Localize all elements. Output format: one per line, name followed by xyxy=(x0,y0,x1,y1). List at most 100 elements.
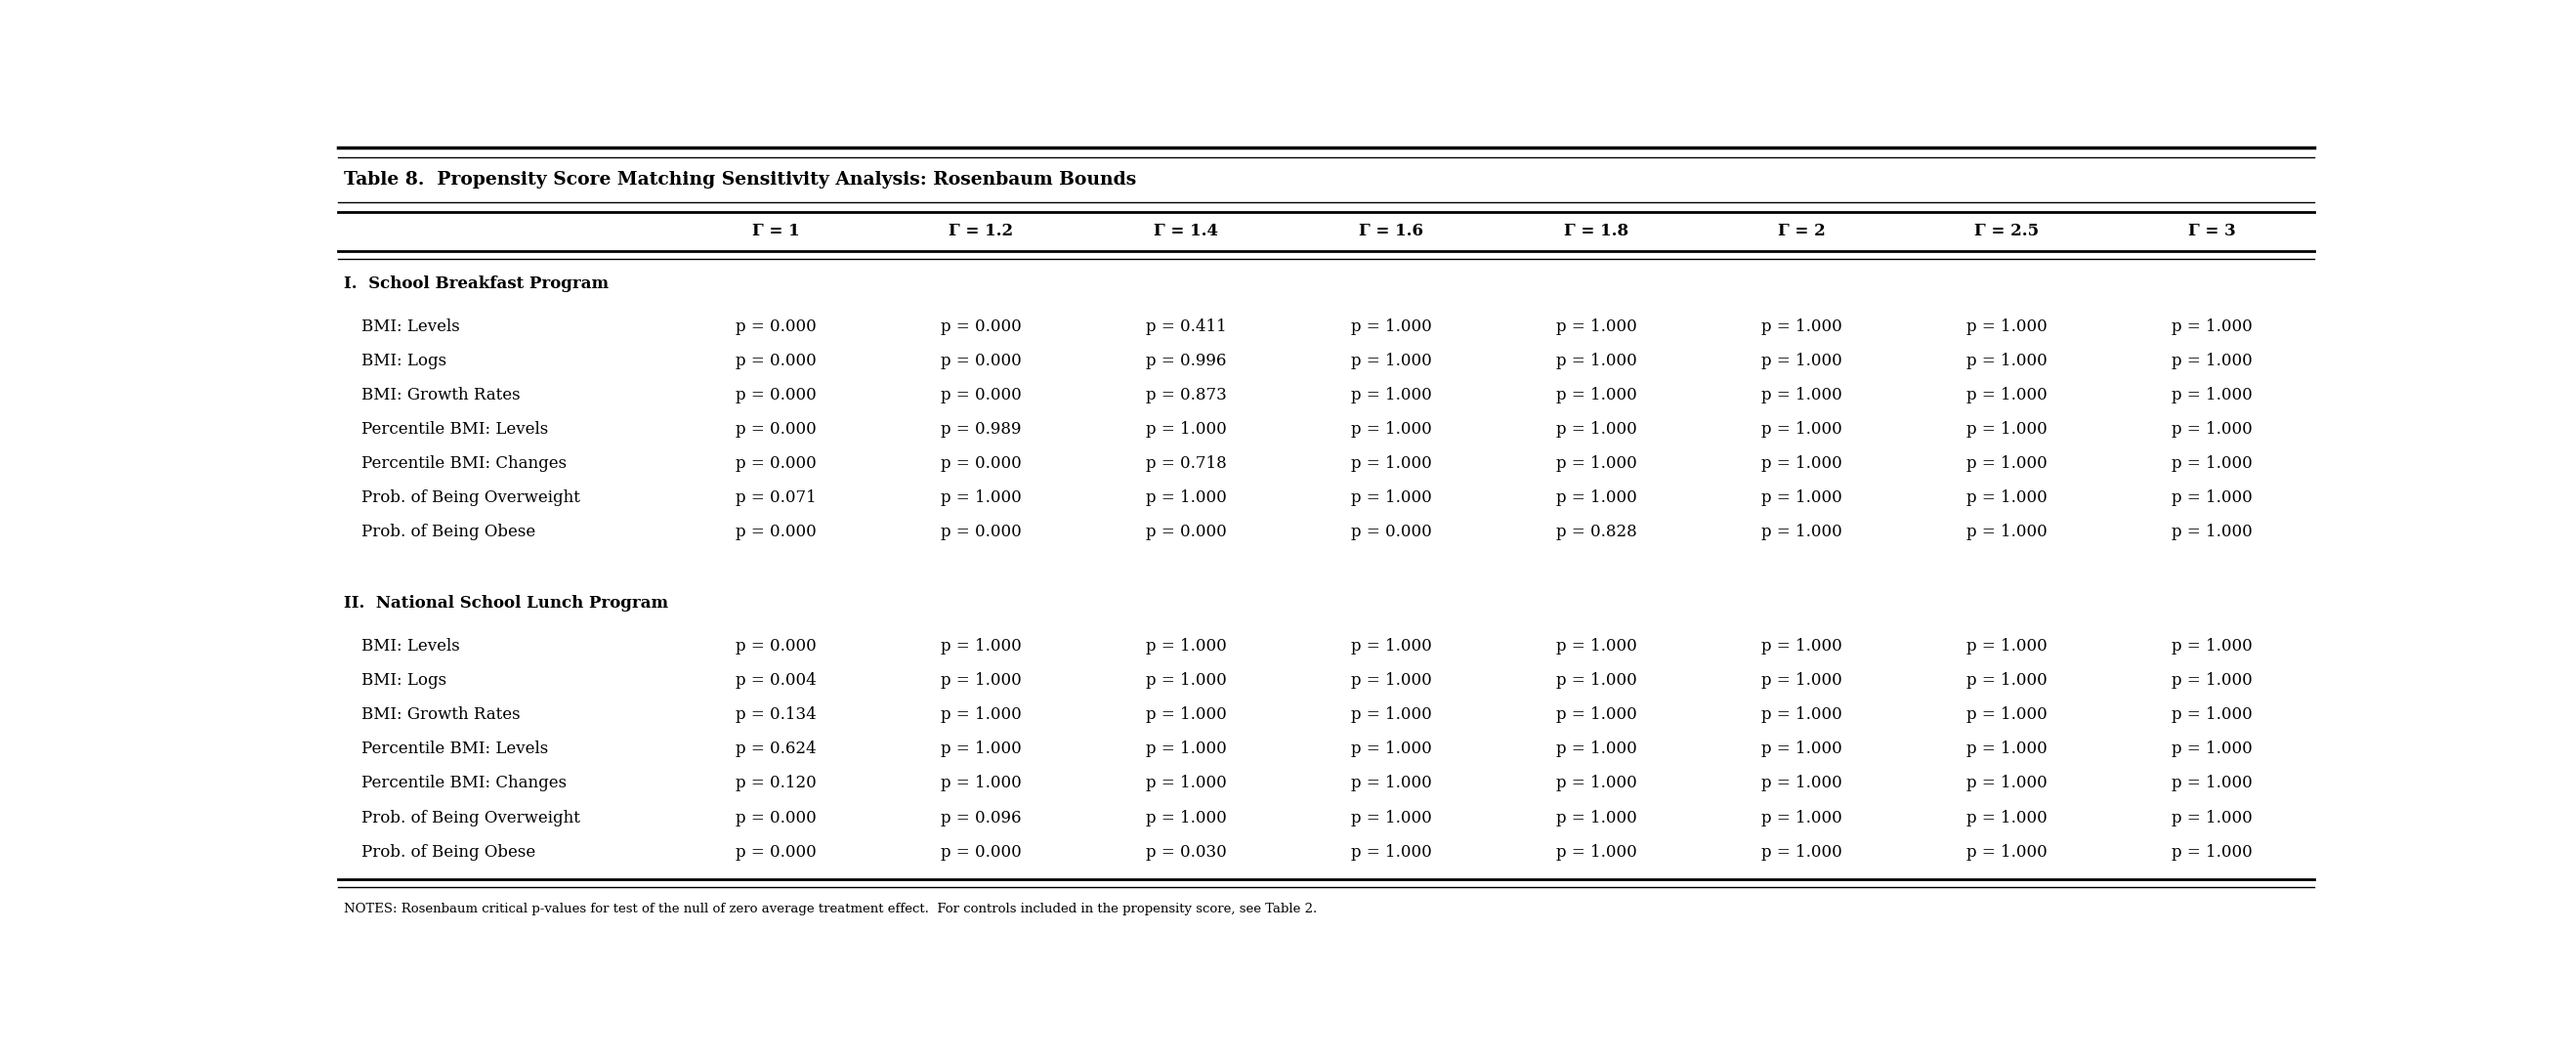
Text: p = 1.000: p = 1.000 xyxy=(1762,455,1842,472)
Text: p = 1.000: p = 1.000 xyxy=(1556,490,1636,506)
Text: Γ = 1.6: Γ = 1.6 xyxy=(1360,223,1425,239)
Text: p = 0.000: p = 0.000 xyxy=(737,455,817,472)
Text: p = 1.000: p = 1.000 xyxy=(2172,421,2251,438)
Text: Prob. of Being Overweight: Prob. of Being Overweight xyxy=(361,809,580,826)
Text: p = 0.828: p = 0.828 xyxy=(1556,524,1636,541)
Text: p = 1.000: p = 1.000 xyxy=(1965,319,2048,335)
Text: Percentile BMI: Changes: Percentile BMI: Changes xyxy=(361,455,567,472)
Text: p = 1.000: p = 1.000 xyxy=(1350,490,1432,506)
Text: p = 1.000: p = 1.000 xyxy=(1762,672,1842,689)
Text: p = 1.000: p = 1.000 xyxy=(1350,775,1432,792)
Text: p = 1.000: p = 1.000 xyxy=(1146,775,1226,792)
Text: p = 0.000: p = 0.000 xyxy=(940,524,1023,541)
Text: Γ = 3: Γ = 3 xyxy=(2187,223,2236,239)
Text: BMI: Levels: BMI: Levels xyxy=(361,639,461,654)
Text: p = 1.000: p = 1.000 xyxy=(2172,809,2251,826)
Text: p = 0.004: p = 0.004 xyxy=(737,672,817,689)
Text: BMI: Growth Rates: BMI: Growth Rates xyxy=(361,706,520,723)
Text: p = 1.000: p = 1.000 xyxy=(1556,639,1636,654)
Text: p = 1.000: p = 1.000 xyxy=(2172,844,2251,860)
Text: p = 1.000: p = 1.000 xyxy=(1146,421,1226,438)
Text: p = 1.000: p = 1.000 xyxy=(1965,706,2048,723)
Text: Γ = 1.4: Γ = 1.4 xyxy=(1154,223,1218,239)
Text: p = 0.000: p = 0.000 xyxy=(737,319,817,335)
Text: p = 1.000: p = 1.000 xyxy=(1556,353,1636,370)
Text: p = 1.000: p = 1.000 xyxy=(1350,844,1432,860)
Text: p = 1.000: p = 1.000 xyxy=(1762,639,1842,654)
Text: p = 0.000: p = 0.000 xyxy=(737,524,817,541)
Text: p = 1.000: p = 1.000 xyxy=(1965,672,2048,689)
Text: p = 1.000: p = 1.000 xyxy=(1556,844,1636,860)
Text: p = 1.000: p = 1.000 xyxy=(1556,421,1636,438)
Text: p = 1.000: p = 1.000 xyxy=(1350,319,1432,335)
Text: p = 0.000: p = 0.000 xyxy=(737,844,817,860)
Text: p = 1.000: p = 1.000 xyxy=(2172,741,2251,757)
Text: Γ = 1: Γ = 1 xyxy=(752,223,799,239)
Text: p = 1.000: p = 1.000 xyxy=(940,775,1023,792)
Text: p = 0.000: p = 0.000 xyxy=(940,319,1023,335)
Text: NOTES: Rosenbaum critical p-values for test of the null of zero average treatmen: NOTES: Rosenbaum critical p-values for t… xyxy=(345,903,1316,916)
Text: p = 0.096: p = 0.096 xyxy=(940,809,1020,826)
Text: p = 1.000: p = 1.000 xyxy=(1965,639,2048,654)
Text: p = 1.000: p = 1.000 xyxy=(1556,775,1636,792)
Text: p = 0.624: p = 0.624 xyxy=(737,741,817,757)
Text: p = 1.000: p = 1.000 xyxy=(1146,741,1226,757)
Text: BMI: Growth Rates: BMI: Growth Rates xyxy=(361,387,520,403)
Text: Γ = 2: Γ = 2 xyxy=(1777,223,1826,239)
Text: p = 1.000: p = 1.000 xyxy=(1762,319,1842,335)
Text: p = 1.000: p = 1.000 xyxy=(1556,387,1636,403)
Text: p = 0.873: p = 0.873 xyxy=(1146,387,1226,403)
Text: p = 1.000: p = 1.000 xyxy=(1965,455,2048,472)
Text: Γ = 1.8: Γ = 1.8 xyxy=(1564,223,1628,239)
Text: p = 1.000: p = 1.000 xyxy=(1762,353,1842,370)
Text: p = 1.000: p = 1.000 xyxy=(1965,741,2048,757)
Text: p = 0.000: p = 0.000 xyxy=(940,844,1023,860)
Text: Γ = 2.5: Γ = 2.5 xyxy=(1973,223,2040,239)
Text: p = 1.000: p = 1.000 xyxy=(1762,421,1842,438)
Text: II.  National School Lunch Program: II. National School Lunch Program xyxy=(345,595,667,612)
Text: p = 0.071: p = 0.071 xyxy=(737,490,817,506)
Text: Γ = 1.2: Γ = 1.2 xyxy=(948,223,1012,239)
Text: p = 1.000: p = 1.000 xyxy=(1556,809,1636,826)
Text: p = 1.000: p = 1.000 xyxy=(1350,672,1432,689)
Text: p = 0.411: p = 0.411 xyxy=(1146,319,1226,335)
Text: Prob. of Being Overweight: Prob. of Being Overweight xyxy=(361,490,580,506)
Text: Percentile BMI: Levels: Percentile BMI: Levels xyxy=(361,741,549,757)
Text: p = 1.000: p = 1.000 xyxy=(2172,319,2251,335)
Text: p = 1.000: p = 1.000 xyxy=(1350,741,1432,757)
Text: p = 1.000: p = 1.000 xyxy=(1146,706,1226,723)
Text: p = 0.996: p = 0.996 xyxy=(1146,353,1226,370)
Text: p = 1.000: p = 1.000 xyxy=(1146,672,1226,689)
Text: p = 0.718: p = 0.718 xyxy=(1146,455,1226,472)
Text: p = 1.000: p = 1.000 xyxy=(1762,809,1842,826)
Text: I.  School Breakfast Program: I. School Breakfast Program xyxy=(345,275,608,292)
Text: p = 1.000: p = 1.000 xyxy=(1350,639,1432,654)
Text: p = 1.000: p = 1.000 xyxy=(1965,809,2048,826)
Text: p = 1.000: p = 1.000 xyxy=(940,639,1023,654)
Text: p = 0.000: p = 0.000 xyxy=(737,639,817,654)
Text: Percentile BMI: Changes: Percentile BMI: Changes xyxy=(361,775,567,792)
Text: p = 1.000: p = 1.000 xyxy=(1350,455,1432,472)
Text: p = 0.134: p = 0.134 xyxy=(737,706,817,723)
Text: p = 1.000: p = 1.000 xyxy=(1350,353,1432,370)
Text: p = 1.000: p = 1.000 xyxy=(2172,706,2251,723)
Text: p = 1.000: p = 1.000 xyxy=(1762,741,1842,757)
Text: p = 1.000: p = 1.000 xyxy=(1762,524,1842,541)
Text: p = 0.000: p = 0.000 xyxy=(940,353,1023,370)
Text: p = 0.000: p = 0.000 xyxy=(737,387,817,403)
Text: p = 1.000: p = 1.000 xyxy=(1965,353,2048,370)
Text: p = 0.989: p = 0.989 xyxy=(940,421,1020,438)
Text: p = 1.000: p = 1.000 xyxy=(1965,775,2048,792)
Text: p = 1.000: p = 1.000 xyxy=(1350,706,1432,723)
Text: p = 1.000: p = 1.000 xyxy=(1965,490,2048,506)
Text: p = 1.000: p = 1.000 xyxy=(940,706,1023,723)
Text: p = 1.000: p = 1.000 xyxy=(2172,353,2251,370)
Text: p = 1.000: p = 1.000 xyxy=(2172,455,2251,472)
Text: Prob. of Being Obese: Prob. of Being Obese xyxy=(361,844,536,860)
Text: BMI: Logs: BMI: Logs xyxy=(361,353,448,370)
Text: p = 1.000: p = 1.000 xyxy=(1350,421,1432,438)
Text: p = 1.000: p = 1.000 xyxy=(1762,490,1842,506)
Text: BMI: Levels: BMI: Levels xyxy=(361,319,461,335)
Text: p = 1.000: p = 1.000 xyxy=(2172,775,2251,792)
Text: p = 1.000: p = 1.000 xyxy=(1556,672,1636,689)
